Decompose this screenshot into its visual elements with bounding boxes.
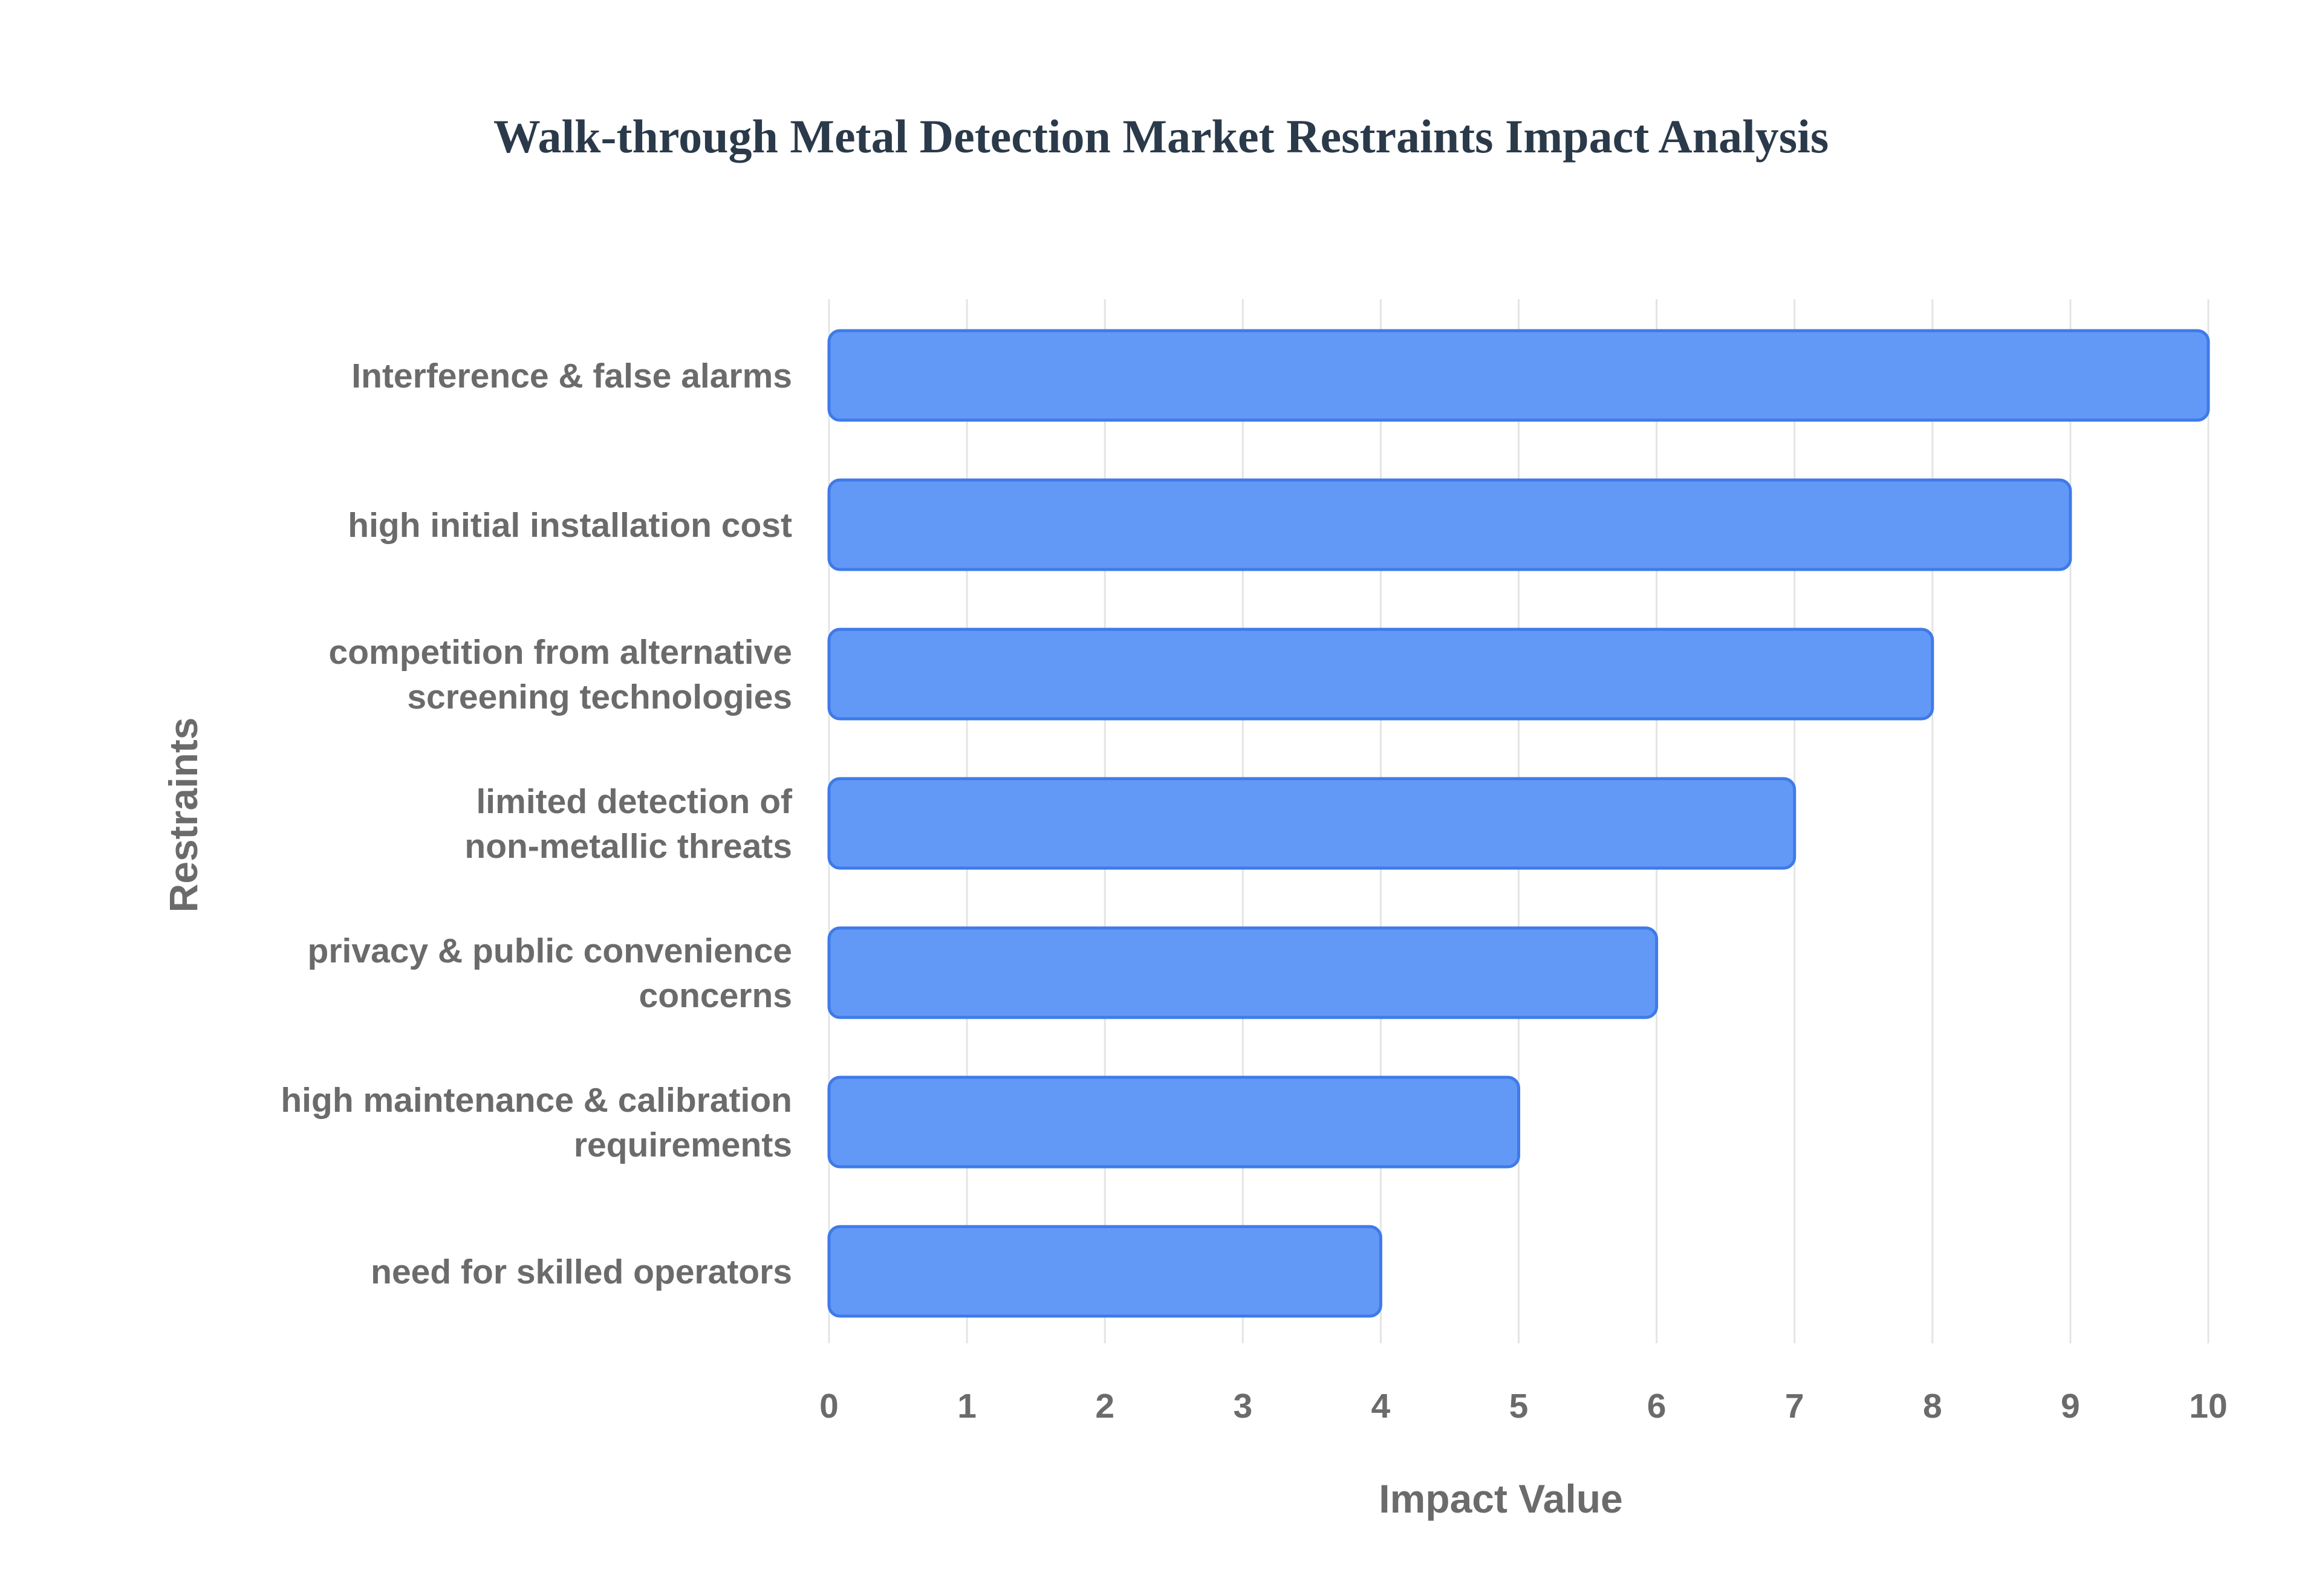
bar-3 bbox=[827, 628, 1934, 721]
x-tick-label-2: 2 bbox=[1095, 1387, 1114, 1426]
category-label-4-line-2: non-metallic threats bbox=[464, 827, 792, 866]
bars bbox=[827, 329, 2210, 1318]
category-label-6-line-1: high maintenance & calibration bbox=[281, 1081, 792, 1120]
x-tick-label-8: 8 bbox=[1923, 1387, 1942, 1426]
category-label-6-line-2: requirements bbox=[574, 1126, 792, 1164]
category-label-3-line-2: screening technologies bbox=[407, 678, 792, 716]
category-label-5-line-1: privacy & public convenience bbox=[308, 932, 792, 970]
x-tick-label-4: 4 bbox=[1371, 1387, 1391, 1426]
x-tick-label-0: 0 bbox=[819, 1387, 839, 1426]
chart-title: Walk-through Metal Detection Market Rest… bbox=[493, 110, 1829, 163]
bar-2 bbox=[827, 478, 2072, 571]
bar-1 bbox=[827, 329, 2210, 422]
x-tick-label-9: 9 bbox=[2061, 1387, 2080, 1426]
category-label-5-line-2: concerns bbox=[639, 976, 792, 1015]
category-label-7: need for skilled operators bbox=[371, 1253, 792, 1291]
y-axis-title: Restraints bbox=[161, 718, 206, 913]
category-label-4-line-1: limited detection of bbox=[476, 782, 793, 821]
bar-5 bbox=[827, 926, 1659, 1019]
x-tick-labels: 0 1 2 3 4 5 6 7 8 9 10 bbox=[819, 1387, 2228, 1426]
x-tick-label-3: 3 bbox=[1233, 1387, 1252, 1426]
bar-4 bbox=[827, 777, 1797, 870]
category-label-2: high initial installation cost bbox=[348, 506, 792, 545]
x-tick-label-1: 1 bbox=[957, 1387, 977, 1426]
category-labels: Interference & false alarms high initial … bbox=[281, 357, 793, 1291]
x-axis-title: Impact Value bbox=[1379, 1476, 1623, 1521]
category-label-1: Interference & false alarms bbox=[351, 357, 792, 395]
x-tick-label-5: 5 bbox=[1509, 1387, 1529, 1426]
x-tick-label-6: 6 bbox=[1647, 1387, 1667, 1426]
x-tick-label-10: 10 bbox=[2189, 1387, 2227, 1426]
category-label-3-line-1: competition from alternative bbox=[329, 633, 792, 672]
bar-7 bbox=[827, 1225, 1382, 1318]
bar-6 bbox=[827, 1075, 1520, 1169]
x-tick-label-7: 7 bbox=[1785, 1387, 1804, 1426]
